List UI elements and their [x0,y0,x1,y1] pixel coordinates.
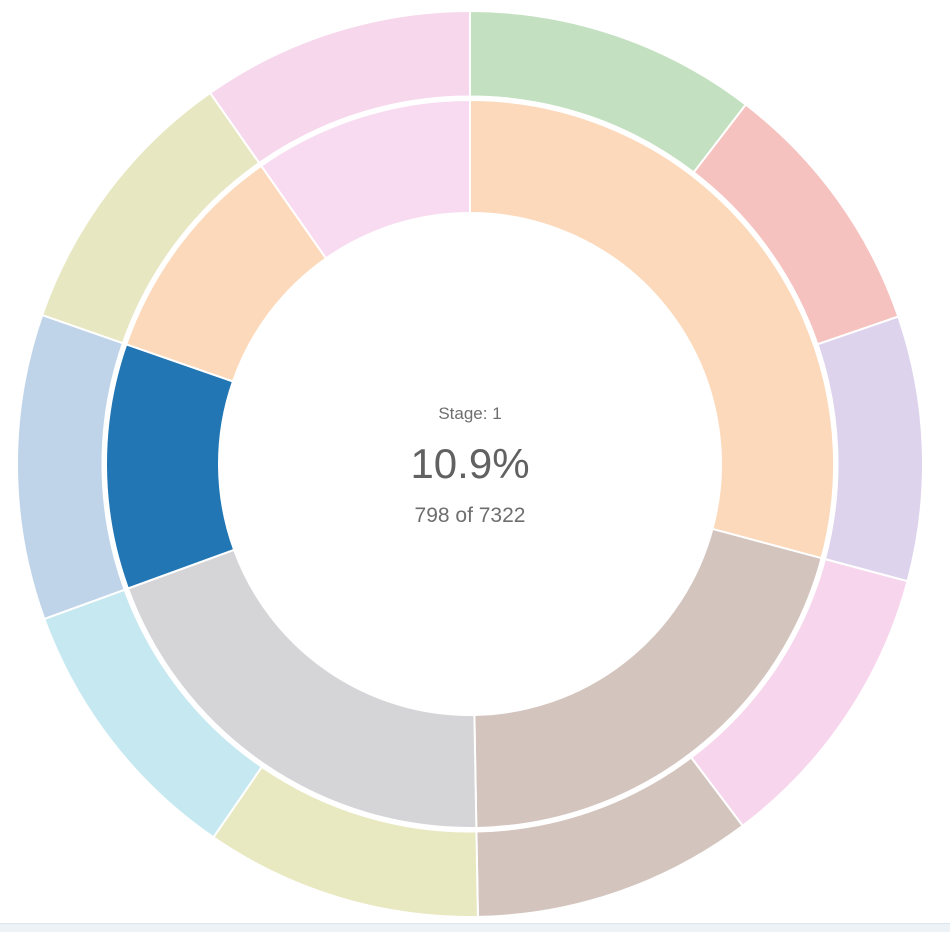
sunburst-segment-inner-peach-a[interactable] [469,99,836,560]
panel-divider [0,923,950,932]
sunburst-segment-outer-orchid[interactable] [209,10,471,164]
sunburst-segment-inner-gray[interactable] [126,548,478,829]
sunburst-segment-inner-stage-1-blue[interactable] [105,343,236,590]
sunburst-segment-inner-pink[interactable] [260,99,471,260]
sunburst-segment-inner-taupe[interactable] [473,527,823,829]
